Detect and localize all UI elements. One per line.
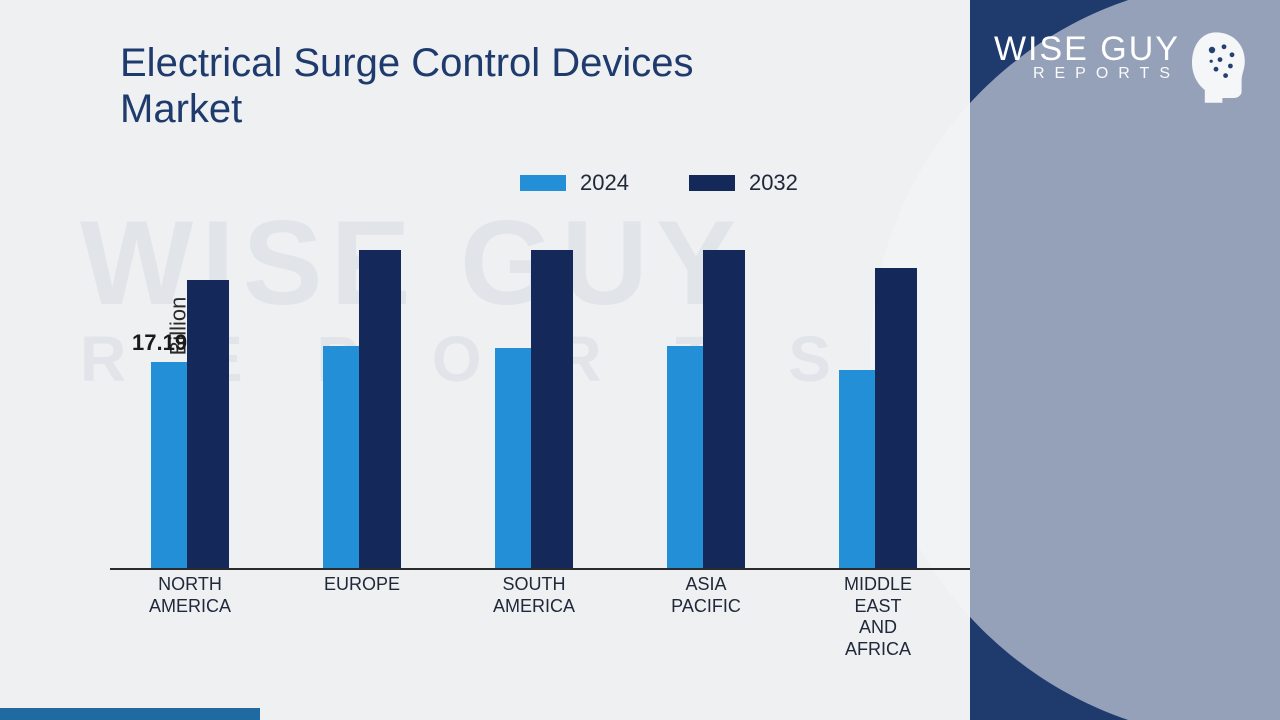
page: WISE GUY REPORTS WISE GUY R E P O R T S … <box>0 0 1280 720</box>
plot: 17.19 <box>110 210 970 570</box>
legend-swatch-2024 <box>520 175 566 191</box>
bar-2032 <box>875 268 917 568</box>
x-label: NORTH AMERICA <box>130 574 250 617</box>
legend-label-2032: 2032 <box>749 170 798 196</box>
legend-item-2032: 2032 <box>689 170 798 196</box>
x-axis-labels: NORTH AMERICA EUROPE SOUTH AMERICA ASIA PAC… <box>110 574 970 664</box>
legend-label-2024: 2024 <box>580 170 629 196</box>
legend-item-2024: 2024 <box>520 170 629 196</box>
legend-swatch-2032 <box>689 175 735 191</box>
x-label: ASIA PACIFIC <box>646 574 766 617</box>
value-annotation: 17.19 <box>132 330 187 356</box>
bar-2032 <box>703 250 745 568</box>
x-label: SOUTH AMERICA <box>474 574 594 617</box>
x-label: MIDDLE EAST AND AFRICA <box>818 574 938 660</box>
bar-2032 <box>187 280 229 568</box>
chart-area: Market Size in USD Billion 17.19 NORTH A… <box>90 210 970 640</box>
brand-line1: WISE GUY <box>994 30 1180 69</box>
legend: 2024 2032 <box>520 170 798 196</box>
bar-2032 <box>531 250 573 568</box>
bar-group <box>474 250 594 568</box>
bar-group <box>818 268 938 568</box>
bar-group <box>302 250 422 568</box>
brand-line2: REPORTS <box>994 65 1180 83</box>
bar-group <box>646 250 766 568</box>
chart-title: Electrical Surge Control Devices Market <box>120 40 820 132</box>
x-label: EUROPE <box>302 574 422 596</box>
bar-2032 <box>359 250 401 568</box>
bar-group <box>130 280 250 568</box>
brand-logo: WISE GUY REPORTS <box>994 30 1250 83</box>
bottom-accent-bar <box>0 708 260 720</box>
